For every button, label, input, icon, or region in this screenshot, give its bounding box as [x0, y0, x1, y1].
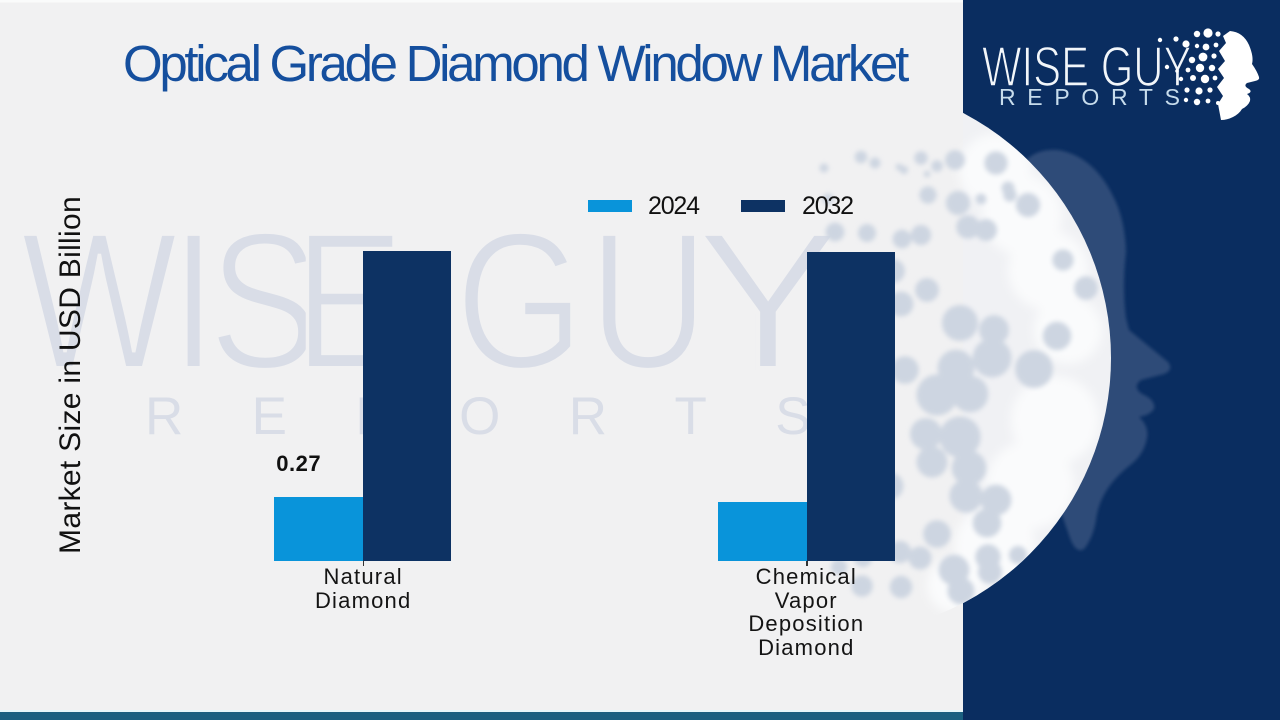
- svg-text:WISE GUY: WISE GUY: [982, 35, 1191, 99]
- svg-text:REPORTS: REPORTS: [999, 84, 1192, 110]
- svg-text:REPORTS: REPORTS: [145, 387, 879, 446]
